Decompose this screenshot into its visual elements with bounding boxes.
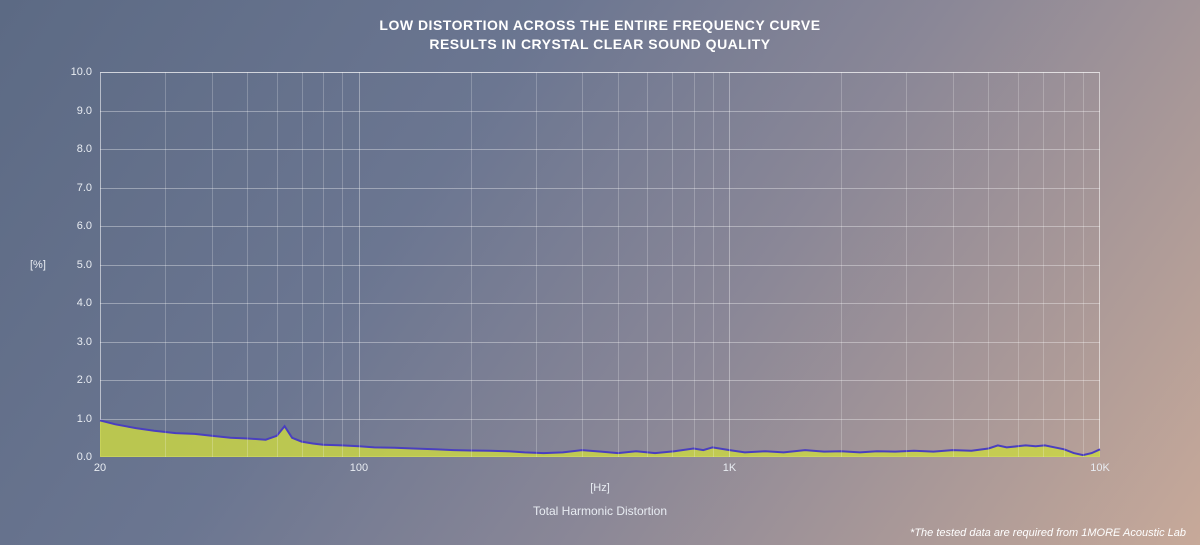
plot-area: [%] [Hz] Total Harmonic Distortion 0.01.… bbox=[100, 72, 1100, 457]
v-gridline-major bbox=[729, 72, 730, 457]
h-gridline bbox=[100, 303, 1100, 304]
v-gridline-minor bbox=[953, 72, 954, 457]
v-gridline-minor bbox=[647, 72, 648, 457]
y-tick-label: 5.0 bbox=[42, 259, 92, 271]
title-line-1: LOW DISTORTION ACROSS THE ENTIRE FREQUEN… bbox=[0, 16, 1200, 35]
y-tick-label: 10.0 bbox=[42, 66, 92, 78]
h-gridline bbox=[100, 419, 1100, 420]
v-gridline-minor bbox=[212, 72, 213, 457]
v-gridline-minor bbox=[323, 72, 324, 457]
y-tick-label: 9.0 bbox=[42, 105, 92, 117]
v-gridline-minor bbox=[988, 72, 989, 457]
v-gridline-minor bbox=[841, 72, 842, 457]
x-tick-label: 100 bbox=[350, 462, 368, 474]
v-gridline-minor bbox=[247, 72, 248, 457]
x-tick-label: 10K bbox=[1090, 462, 1110, 474]
v-gridline-minor bbox=[165, 72, 166, 457]
h-gridline bbox=[100, 111, 1100, 112]
v-gridline-minor bbox=[713, 72, 714, 457]
v-gridline-minor bbox=[536, 72, 537, 457]
h-gridline bbox=[100, 149, 1100, 150]
y-tick-label: 3.0 bbox=[42, 336, 92, 348]
v-gridline-minor bbox=[1018, 72, 1019, 457]
v-gridline-minor bbox=[672, 72, 673, 457]
v-gridline-minor bbox=[302, 72, 303, 457]
v-gridline-minor bbox=[1064, 72, 1065, 457]
v-gridline-minor bbox=[277, 72, 278, 457]
y-tick-label: 7.0 bbox=[42, 182, 92, 194]
y-tick-label: 1.0 bbox=[42, 413, 92, 425]
y-tick-label: 6.0 bbox=[42, 220, 92, 232]
title-line-2: RESULTS IN CRYSTAL CLEAR SOUND QUALITY bbox=[0, 35, 1200, 54]
chart-title: LOW DISTORTION ACROSS THE ENTIRE FREQUEN… bbox=[0, 16, 1200, 54]
v-gridline-minor bbox=[1083, 72, 1084, 457]
v-gridline-minor bbox=[906, 72, 907, 457]
h-gridline bbox=[100, 380, 1100, 381]
v-gridline-minor bbox=[694, 72, 695, 457]
h-gridline bbox=[100, 265, 1100, 266]
y-tick-label: 4.0 bbox=[42, 297, 92, 309]
v-gridline-minor bbox=[582, 72, 583, 457]
footnote: *The tested data are required from 1MORE… bbox=[910, 527, 1186, 539]
h-gridline bbox=[100, 72, 1100, 73]
x-tick-label: 20 bbox=[94, 462, 106, 474]
v-gridline-minor bbox=[1043, 72, 1044, 457]
y-tick-label: 2.0 bbox=[42, 374, 92, 386]
x-axis-title: Total Harmonic Distortion bbox=[533, 504, 667, 518]
x-tick-label: 1K bbox=[723, 462, 736, 474]
v-gridline-minor bbox=[342, 72, 343, 457]
v-gridline-minor bbox=[618, 72, 619, 457]
h-gridline bbox=[100, 226, 1100, 227]
y-tick-label: 8.0 bbox=[42, 143, 92, 155]
v-gridline-minor bbox=[471, 72, 472, 457]
h-gridline bbox=[100, 342, 1100, 343]
x-axis-unit: [Hz] bbox=[590, 482, 610, 494]
h-gridline bbox=[100, 188, 1100, 189]
chart-container: LOW DISTORTION ACROSS THE ENTIRE FREQUEN… bbox=[0, 0, 1200, 545]
v-gridline-major bbox=[359, 72, 360, 457]
y-tick-label: 0.0 bbox=[42, 451, 92, 463]
